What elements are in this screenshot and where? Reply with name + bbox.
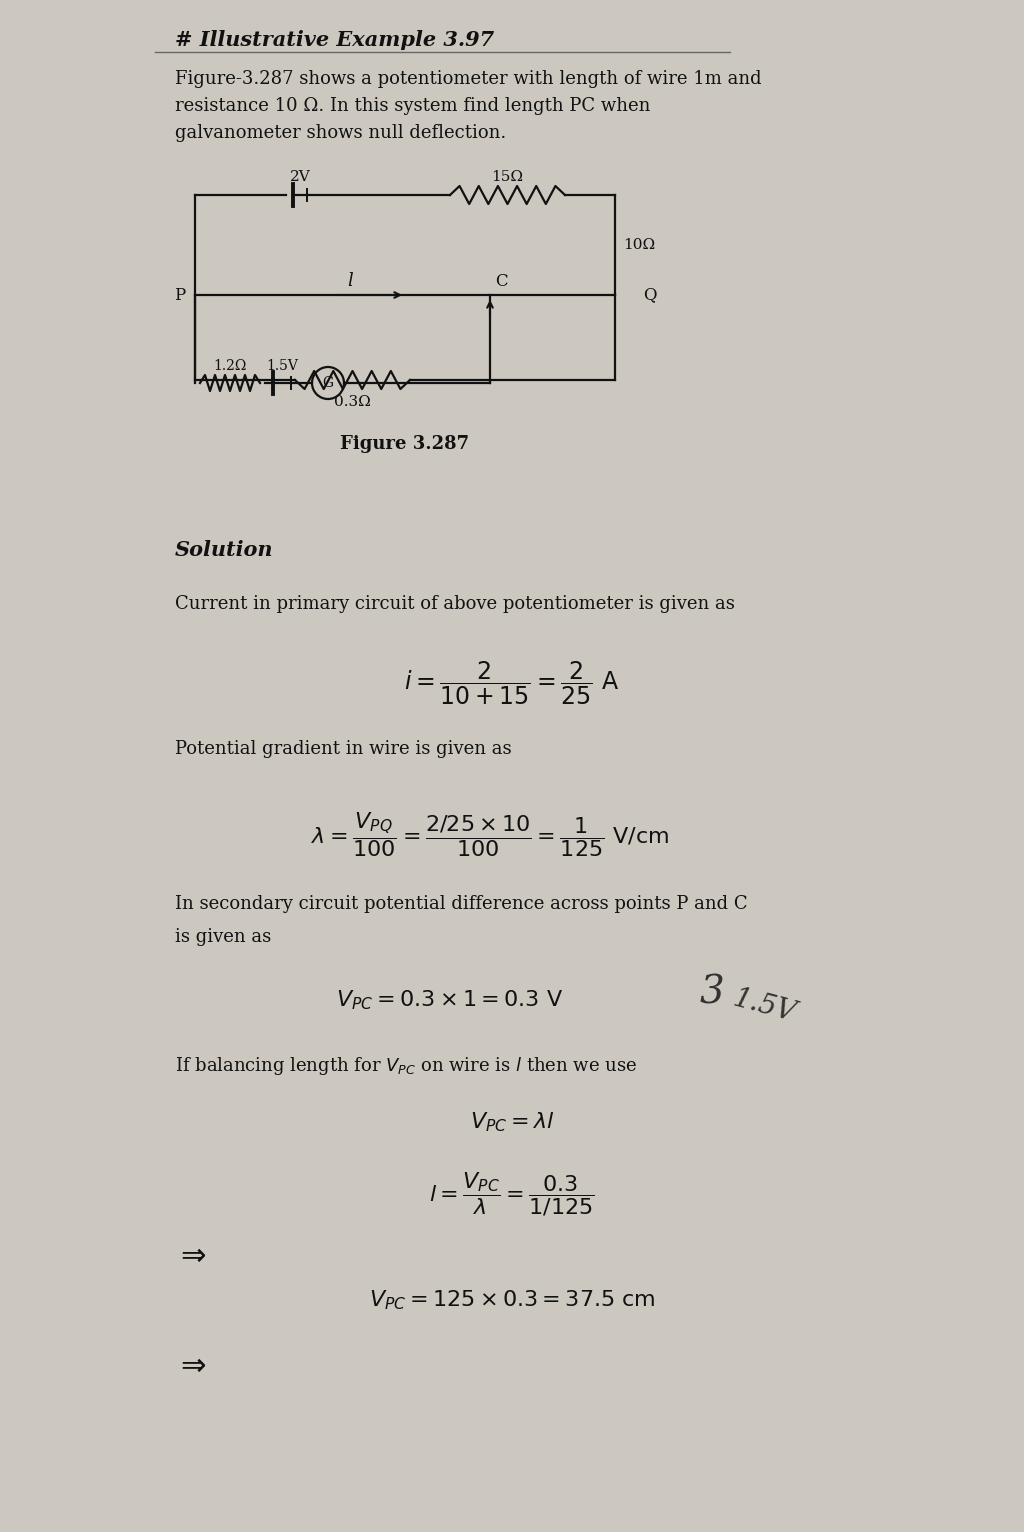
Text: 0.3Ω: 0.3Ω	[334, 395, 371, 409]
Text: $\lambda = \dfrac{V_{PQ}}{100} = \dfrac{2/25 \times 10}{100} = \dfrac{1}{125}\ \: $\lambda = \dfrac{V_{PQ}}{100} = \dfrac{…	[311, 810, 669, 858]
Text: Potential gradient in wire is given as: Potential gradient in wire is given as	[175, 740, 512, 758]
Text: 1.5V: 1.5V	[730, 985, 799, 1028]
Text: 1.5V: 1.5V	[266, 358, 298, 372]
Text: G: G	[323, 375, 334, 391]
Text: Solution: Solution	[175, 539, 273, 561]
Text: Current in primary circuit of above potentiometer is given as: Current in primary circuit of above pote…	[175, 594, 735, 613]
Text: 3: 3	[700, 974, 725, 1013]
Text: Figure 3.287: Figure 3.287	[340, 435, 470, 453]
Text: is given as: is given as	[175, 928, 271, 945]
Text: $i = \dfrac{2}{10+15} = \dfrac{2}{25}\ \mathrm{A}$: $i = \dfrac{2}{10+15} = \dfrac{2}{25}\ \…	[404, 660, 620, 708]
Text: C: C	[495, 273, 508, 290]
Text: P: P	[174, 286, 185, 303]
Text: 2V: 2V	[290, 170, 310, 184]
Text: $\Rightarrow$: $\Rightarrow$	[175, 1350, 207, 1380]
Text: Figure-3.287 shows a potentiometer with length of wire 1m and
resistance 10 Ω. I: Figure-3.287 shows a potentiometer with …	[175, 70, 762, 142]
Text: 15Ω: 15Ω	[490, 170, 523, 184]
Text: $\Rightarrow$: $\Rightarrow$	[175, 1239, 207, 1272]
Text: $V_{PC} = \lambda l$: $V_{PC} = \lambda l$	[470, 1111, 554, 1134]
Text: If balancing length for $V_{PC}$ on wire is $l$ then we use: If balancing length for $V_{PC}$ on wire…	[175, 1056, 637, 1077]
Text: Q: Q	[643, 286, 656, 303]
Text: In secondary circuit potential difference across points P and C: In secondary circuit potential differenc…	[175, 895, 748, 913]
Text: 10Ω: 10Ω	[623, 237, 655, 251]
Text: $V_{PC} = 125 \times 0.3 = 37.5\ \mathrm{cm}$: $V_{PC} = 125 \times 0.3 = 37.5\ \mathrm…	[369, 1288, 655, 1311]
Text: 1.2Ω: 1.2Ω	[213, 358, 247, 372]
Text: $l = \dfrac{V_{PC}}{\lambda} = \dfrac{0.3}{1/125}$: $l = \dfrac{V_{PC}}{\lambda} = \dfrac{0.…	[429, 1170, 595, 1218]
Text: l: l	[347, 273, 353, 290]
Text: $V_{PC} = 0.3 \times 1 = 0.3\ \mathrm{V}$: $V_{PC} = 0.3 \times 1 = 0.3\ \mathrm{V}…	[337, 988, 563, 1011]
Text: # Illustrative Example 3.97: # Illustrative Example 3.97	[175, 31, 495, 51]
